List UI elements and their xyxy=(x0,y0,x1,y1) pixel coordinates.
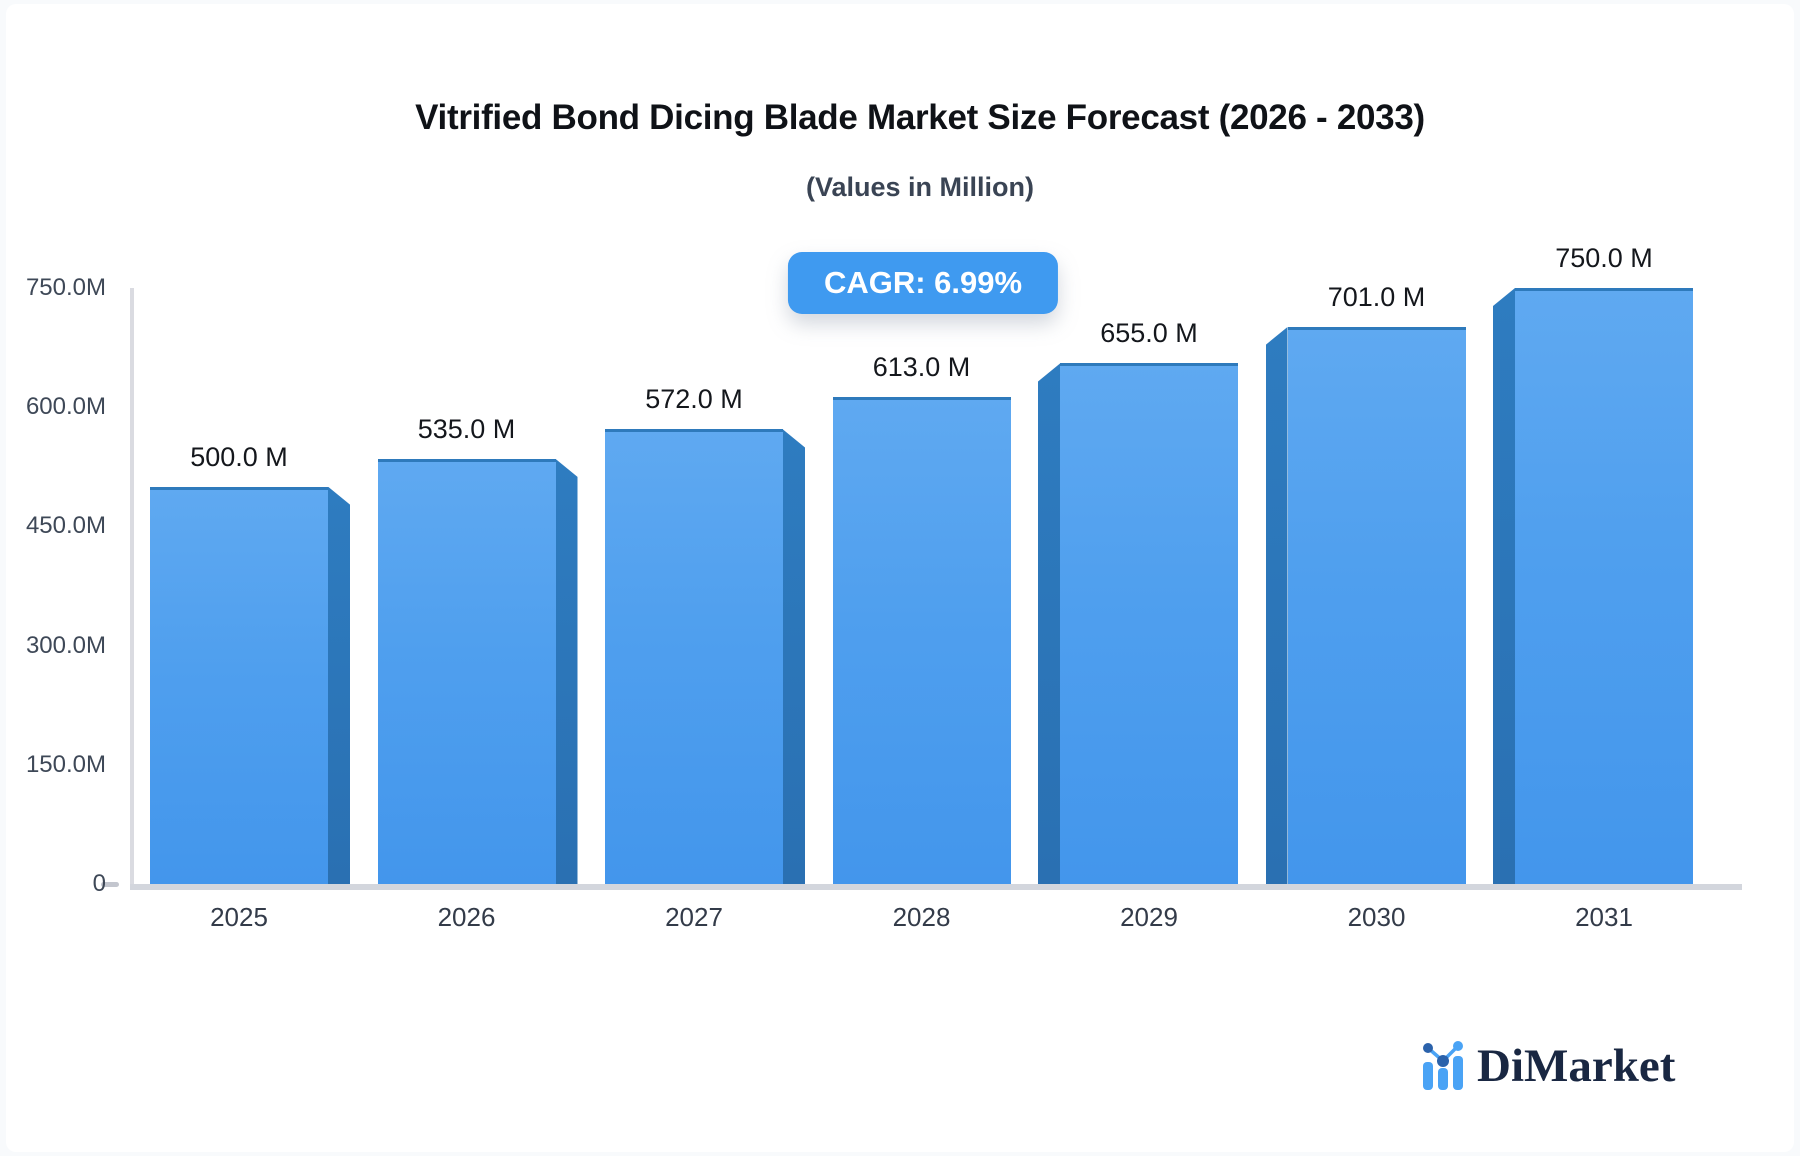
bar-value-label: 500.0 M xyxy=(190,441,288,472)
bar-side-face xyxy=(1265,326,1288,884)
bar-value-label: 535.0 M xyxy=(417,413,516,444)
bar-value-label: 750.0 M xyxy=(1555,243,1653,273)
x-axis-baseline xyxy=(130,884,1742,890)
y-axis-tick-label: 750.0M xyxy=(25,274,106,301)
bar-2031 xyxy=(1515,288,1693,884)
y-axis-tick-label: 0 xyxy=(92,870,106,897)
x-axis-label-2030: 2030 xyxy=(1347,902,1406,932)
bar-side-face xyxy=(328,486,350,884)
y-axis-tick-label: 450.0M xyxy=(25,512,106,540)
bar-2026 xyxy=(377,458,556,884)
y-axis-tick-label: 600.0M xyxy=(25,393,106,421)
bar-side-face xyxy=(555,458,578,884)
bar-value-label: 613.0 M xyxy=(872,351,971,382)
bar-2029 xyxy=(1060,363,1238,884)
bar-side-face xyxy=(1038,363,1060,884)
dimarket-watermark: DiMarket xyxy=(1421,1040,1675,1092)
bar-2030 xyxy=(1287,326,1466,884)
bar-2025 xyxy=(150,486,328,884)
y-axis-tick-label: 300.0M xyxy=(25,631,106,659)
cagr-badge: CAGR: 6.99% xyxy=(787,252,1059,314)
x-axis-label-2031: 2031 xyxy=(1575,902,1633,932)
zero-tick-mark xyxy=(101,882,119,887)
bar-value-label: 655.0 M xyxy=(1100,318,1198,349)
bar-side-face xyxy=(1493,288,1515,884)
bar-value-label: 572.0 M xyxy=(645,384,743,415)
x-axis-label-2029: 2029 xyxy=(1120,902,1178,932)
x-axis-label-2028: 2028 xyxy=(892,902,951,932)
bar-side-face xyxy=(783,429,805,884)
bar-2028 xyxy=(832,396,1011,884)
x-axis-label-2025: 2025 xyxy=(210,902,268,932)
y-axis-line xyxy=(130,288,134,886)
x-axis-label-2026: 2026 xyxy=(437,902,496,932)
chart-title: Vitrified Bond Dicing Blade Market Size … xyxy=(415,98,1425,137)
chart-subtitle: (Values in Million) xyxy=(805,172,1035,202)
bar-value-label: 701.0 M xyxy=(1327,281,1426,312)
dimarket-logo-text: DiMarket xyxy=(1477,1040,1676,1092)
bar-chart-sparkline-icon xyxy=(1423,1041,1463,1090)
y-axis-tick-label: 150.0M xyxy=(25,750,106,778)
bar-2027 xyxy=(605,429,783,884)
x-axis-label-2027: 2027 xyxy=(665,902,723,932)
